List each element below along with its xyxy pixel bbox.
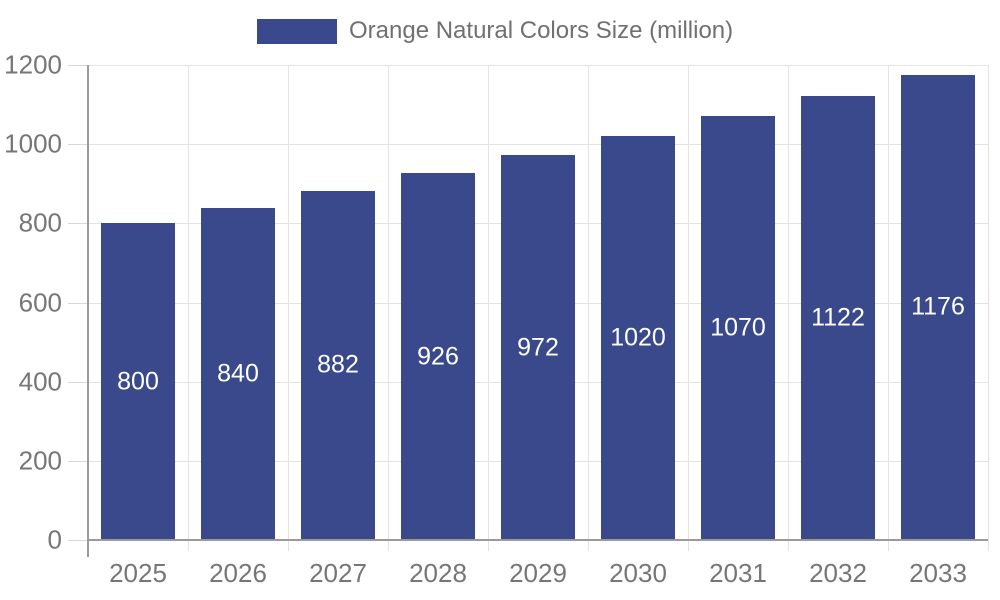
y-tick (68, 223, 88, 225)
y-tick (68, 381, 88, 383)
bar-value-label: 926 (417, 342, 459, 371)
x-axis-tick-label: 2033 (909, 558, 967, 588)
x-axis-tick-label: 2028 (409, 558, 467, 588)
x-gridline (988, 65, 989, 551)
bar-value-label: 1176 (911, 292, 965, 321)
bar-value-label: 800 (117, 367, 159, 396)
y-axis-tick-label: 1000 (4, 128, 62, 159)
y-tick (68, 65, 88, 66)
bar-2032[interactable]: 1122 (801, 95, 875, 540)
bar-2031[interactable]: 1070 (701, 116, 775, 540)
x-gridline (588, 65, 589, 551)
bar-value-label: 1122 (811, 303, 865, 332)
bar-2029[interactable]: 972 (501, 155, 575, 540)
bar-2027[interactable]: 882 (301, 190, 375, 540)
y-axis-tick-label: 600 (18, 287, 62, 317)
plot-area: 800 840 882 926 972 1020 1070 1122 1176 (88, 65, 989, 551)
bar-2033[interactable]: 1176 (901, 74, 975, 540)
x-gridline (388, 65, 389, 551)
x-gridline (188, 65, 189, 551)
x-gridline (788, 65, 789, 551)
x-axis-labels: 2025 2026 2027 2028 2029 2030 2031 2032 2033 (88, 556, 988, 592)
y-tick (68, 144, 88, 146)
x-axis-tick-label: 2030 (609, 558, 667, 588)
bar-value-label: 1070 (710, 313, 766, 342)
y-axis-labels: 0 200 400 600 800 1000 1200 (0, 50, 62, 555)
y-gridline (88, 144, 988, 146)
y-axis-tick-label: 400 (18, 366, 62, 397)
y-tick (68, 302, 88, 304)
x-gridline (288, 65, 289, 551)
legend-item[interactable]: Orange Natural Colors Size (million) (257, 17, 733, 45)
bar-2025[interactable]: 800 (101, 223, 175, 540)
y-axis-tick-label: 0 (47, 524, 62, 555)
x-axis-tick-label: 2027 (309, 558, 367, 588)
y-tick (68, 460, 88, 462)
y-axis-line (87, 65, 89, 557)
x-gridline (888, 65, 889, 551)
bar-value-label: 972 (517, 333, 559, 362)
y-axis-tick-label: 200 (18, 445, 62, 476)
y-axis-tick-label: 800 (18, 207, 62, 238)
x-axis-line (88, 539, 988, 541)
y-tick (68, 540, 88, 541)
y-gridline (88, 65, 988, 66)
x-axis-tick-label: 2025 (109, 558, 167, 588)
bar-value-label: 1020 (610, 323, 666, 352)
bar-value-label: 840 (217, 359, 259, 388)
bar-value-label: 882 (317, 350, 359, 379)
x-axis-tick-label: 2029 (509, 558, 567, 588)
bar-2028[interactable]: 926 (401, 173, 475, 540)
x-gridline (688, 65, 689, 551)
x-axis-tick-label: 2031 (709, 558, 767, 588)
x-axis-tick-label: 2032 (809, 558, 867, 588)
legend-label: Orange Natural Colors Size (million) (349, 17, 734, 44)
y-axis-tick-label: 1200 (4, 49, 62, 80)
bar-2026[interactable]: 840 (201, 207, 275, 540)
x-gridline (488, 65, 489, 551)
x-axis-tick-label: 2026 (209, 558, 267, 588)
bar-2030[interactable]: 1020 (601, 136, 675, 540)
legend-swatch (257, 18, 337, 44)
